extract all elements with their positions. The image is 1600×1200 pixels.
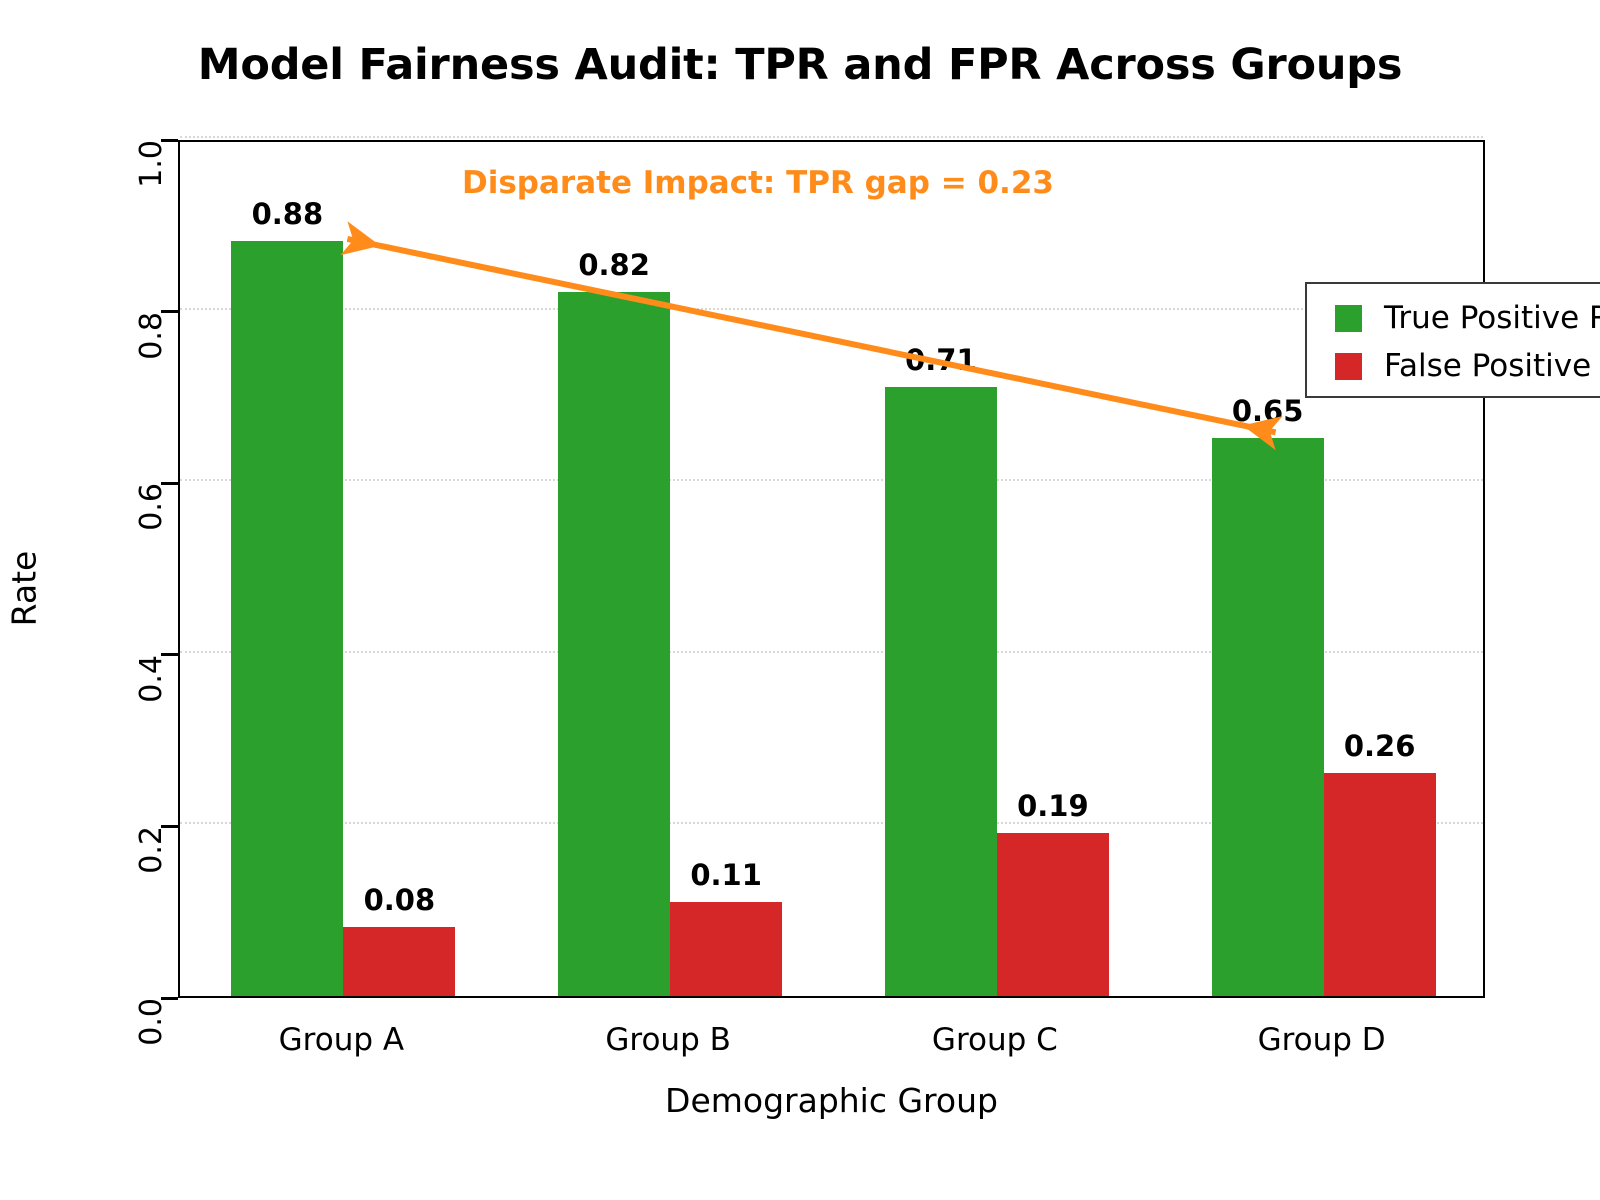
bar-value-label: 0.11 <box>690 857 762 892</box>
bar-value-label: 0.19 <box>1017 788 1089 823</box>
bar-value-label: 0.71 <box>905 342 977 377</box>
legend-item-fpr[interactable]: False Positive Rate <box>1307 342 1600 390</box>
bar-fpr[interactable] <box>670 901 783 996</box>
bar-value-label: 0.08 <box>363 883 436 918</box>
plot-area: 0.88 0.08 0.82 0.11 0.71 0.19 0.65 0.26 True Po… <box>178 136 1600 998</box>
y-tick-mark <box>161 481 178 485</box>
y-tick-label: 1.0 <box>134 140 170 188</box>
legend-swatch-tpr-icon <box>1335 304 1362 332</box>
y-axis-label: Rate <box>4 550 44 627</box>
bar-tpr[interactable] <box>1211 438 1324 996</box>
legend-label-fpr: False Positive Rate <box>1384 348 1600 384</box>
y-tick-label: 0.4 <box>134 654 170 703</box>
bar-value-label: 0.26 <box>1343 728 1416 763</box>
bar-value-label: 0.65 <box>1231 394 1304 429</box>
bar-tpr[interactable] <box>884 386 997 996</box>
legend: True Positive Rate False Positive Rate <box>1305 282 1600 398</box>
x-tick-label: Group A <box>278 1022 405 1058</box>
bar-fpr[interactable] <box>343 927 456 996</box>
legend-label-tpr: True Positive Rate <box>1384 300 1600 336</box>
bar-value-label: 0.88 <box>251 196 324 231</box>
y-tick-mark <box>161 996 178 1000</box>
bar-value-label: 0.82 <box>578 248 650 283</box>
y-tick-label: 0.6 <box>134 483 170 531</box>
x-tick-label: Group D <box>1257 1022 1386 1058</box>
gridline <box>180 136 1483 138</box>
y-tick-mark <box>161 653 178 657</box>
legend-item-tpr[interactable]: True Positive Rate <box>1307 294 1600 342</box>
y-tick-label: 0.8 <box>134 311 170 360</box>
bar-tpr[interactable] <box>558 292 671 996</box>
bar-tpr[interactable] <box>231 240 344 996</box>
bar-fpr[interactable] <box>1323 772 1436 996</box>
y-tick-mark <box>161 310 178 314</box>
y-tick-mark <box>161 824 178 828</box>
x-tick-label: Group C <box>931 1022 1058 1058</box>
y-tick-label: 0.0 <box>134 998 170 1046</box>
bars-layer: 0.88 0.08 0.82 0.11 0.71 0.19 0.65 0.26 <box>180 142 1483 996</box>
y-tick-mark <box>161 138 178 142</box>
chart-title: Model Fairness Audit: TPR and FPR Across… <box>197 40 1403 90</box>
y-tick-label: 0.2 <box>134 826 170 875</box>
legend-swatch-fpr-icon <box>1335 352 1362 380</box>
bar-fpr[interactable] <box>996 832 1109 996</box>
disparate-impact-annotation: Disparate Impact: TPR gap = 0.23 <box>462 165 1054 201</box>
x-axis-label: Demographic Group <box>665 1081 998 1120</box>
x-tick-label: Group B <box>605 1022 731 1058</box>
